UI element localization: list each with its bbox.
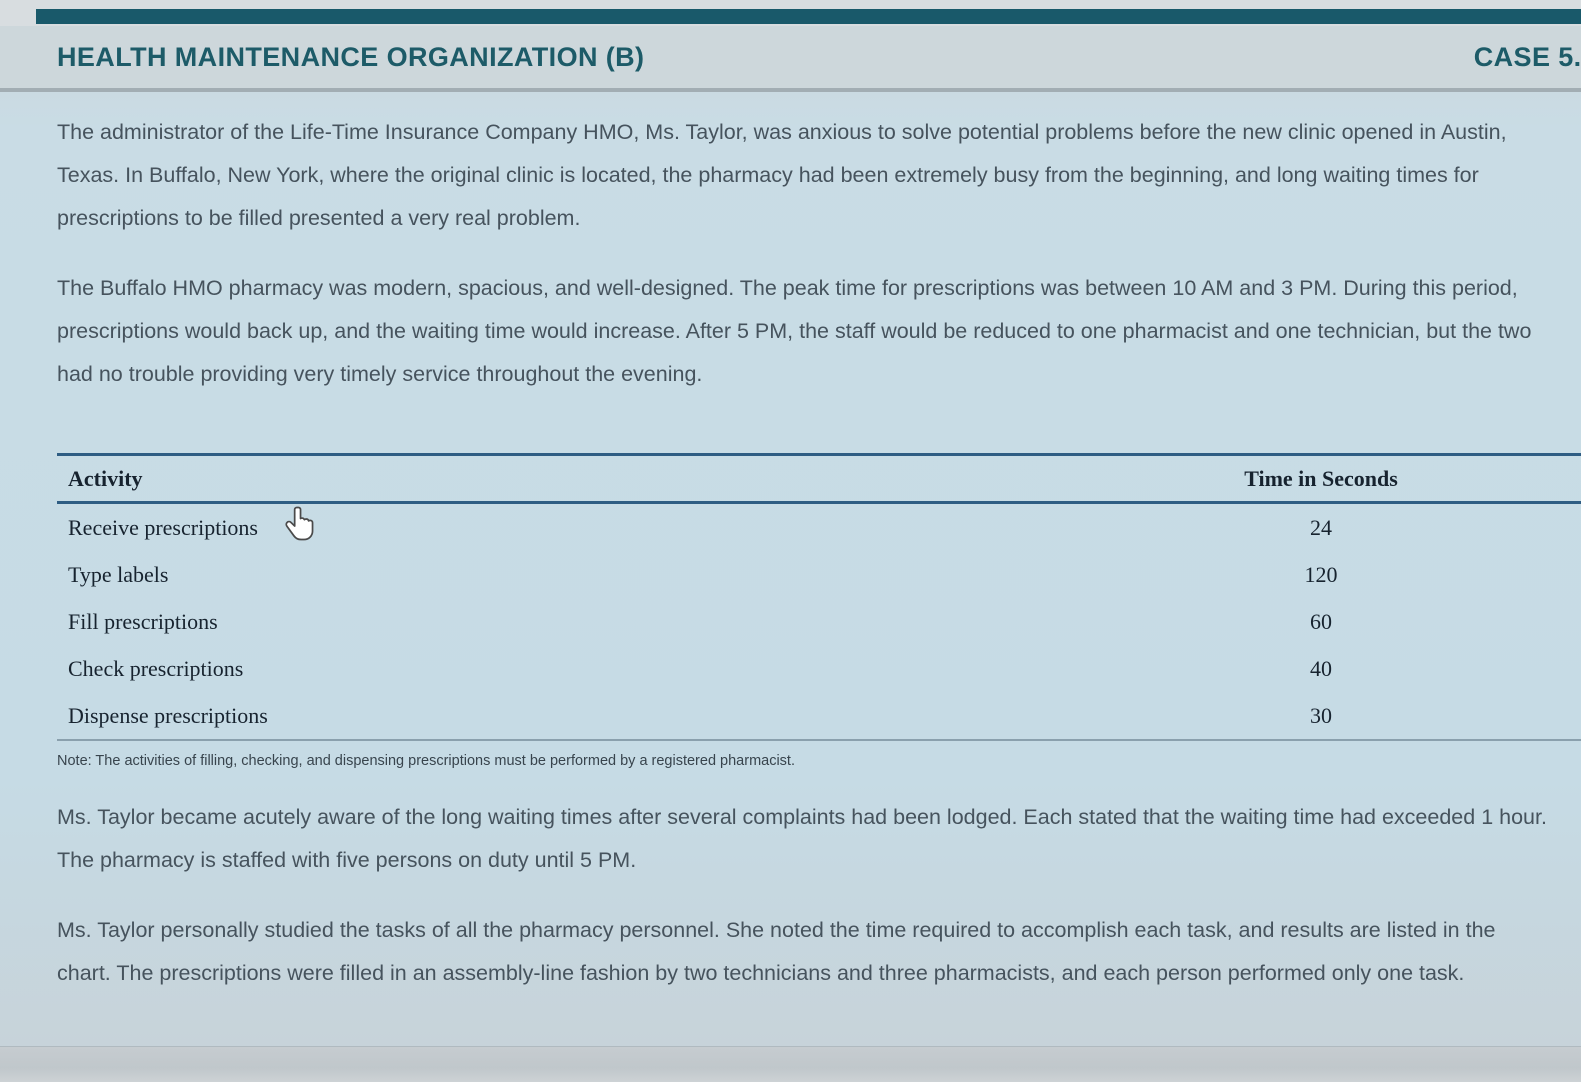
time-cell: 120 bbox=[1304, 562, 1338, 587]
activity-cell: Receive prescriptions bbox=[68, 515, 258, 540]
table-row: Fill prescriptions 60 bbox=[57, 598, 1581, 645]
page-header: HEALTH MAINTENANCE ORGANIZATION (B) CASE… bbox=[0, 26, 1581, 92]
table-row: Receive prescriptions 24 bbox=[57, 503, 1581, 552]
paragraph-buffalo-pharmacy: The Buffalo HMO pharmacy was modern, spa… bbox=[57, 276, 1532, 386]
time-cell: 24 bbox=[1310, 515, 1332, 540]
paragraph-complaints: Ms. Taylor became acutely aware of the l… bbox=[57, 805, 1547, 872]
table-header-row: Activity Time in Seconds bbox=[57, 453, 1581, 504]
activity-cell: Fill prescriptions bbox=[68, 609, 218, 634]
top-accent-bar bbox=[36, 9, 1581, 24]
screen-bottom-edge bbox=[0, 1046, 1581, 1082]
activity-time-table: Activity Time in Seconds Receive prescri… bbox=[57, 453, 1581, 741]
table-note: Note: The activities of filling, checkin… bbox=[57, 753, 795, 769]
time-cell: 30 bbox=[1211, 692, 1581, 741]
column-header-time: Time in Seconds bbox=[1211, 453, 1581, 504]
table-row: Dispense prescriptions 30 bbox=[57, 692, 1581, 741]
case-content: The administrator of the Life-Time Insur… bbox=[0, 92, 1581, 995]
screen-top-edge bbox=[0, 0, 1581, 26]
page-title: HEALTH MAINTENANCE ORGANIZATION (B) bbox=[57, 41, 645, 72]
paragraph-task-study: Ms. Taylor personally studied the tasks … bbox=[57, 918, 1496, 985]
table-row: Check prescriptions 40 bbox=[57, 645, 1581, 692]
time-cell: 40 bbox=[1310, 656, 1332, 681]
table-row: Type labels 120 bbox=[57, 551, 1581, 598]
activity-cell: Dispense prescriptions bbox=[57, 692, 1211, 741]
case-number-label: CASE 5.2 bbox=[1473, 41, 1581, 72]
column-header-activity: Activity bbox=[57, 453, 1211, 504]
paragraph-intro: The administrator of the Life-Time Insur… bbox=[57, 120, 1507, 230]
activity-cell: Check prescriptions bbox=[68, 656, 244, 681]
activity-cell: Type labels bbox=[68, 562, 169, 587]
time-cell: 60 bbox=[1310, 609, 1332, 634]
